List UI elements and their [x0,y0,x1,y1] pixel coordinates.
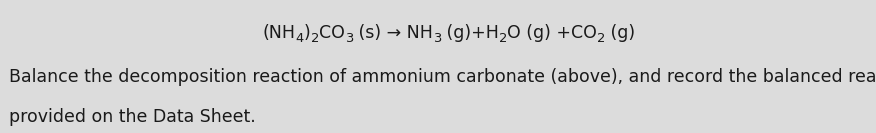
Text: 3: 3 [344,32,353,45]
Text: Balance the decomposition reaction of ammonium carbonate (above), and record the: Balance the decomposition reaction of am… [9,68,876,86]
Text: (s) → NH: (s) → NH [353,24,433,42]
Text: 4: 4 [295,32,304,45]
Text: 2: 2 [597,32,605,45]
Text: 3: 3 [433,32,441,45]
Text: (g)+H: (g)+H [441,24,499,42]
Text: 2: 2 [310,32,319,45]
Text: ): ) [304,24,310,42]
Text: (g): (g) [605,24,635,42]
Text: provided on the Data Sheet.: provided on the Data Sheet. [9,108,256,126]
Text: (NH: (NH [263,24,295,42]
Text: 2: 2 [499,32,507,45]
Text: O (g) +CO: O (g) +CO [507,24,597,42]
Text: CO: CO [319,24,344,42]
